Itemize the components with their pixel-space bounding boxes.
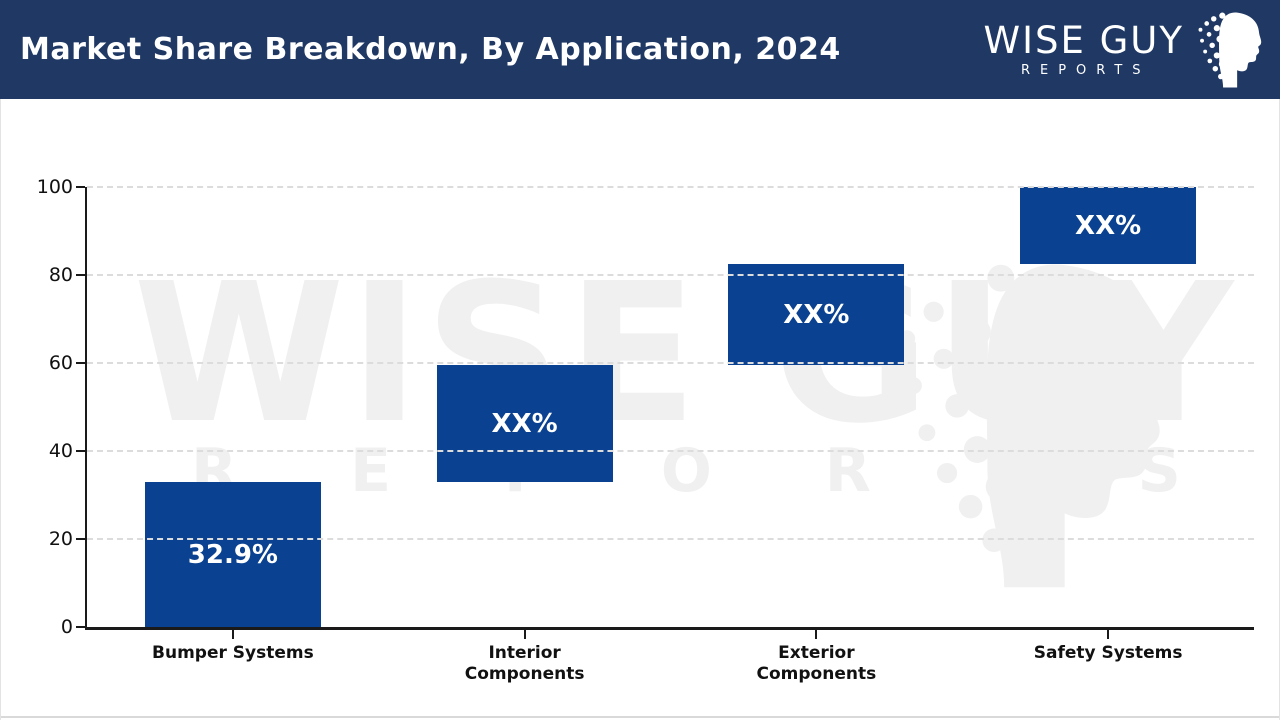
x-tick-mark bbox=[523, 630, 526, 639]
y-tick-mark bbox=[76, 362, 85, 364]
bar-value-label: XX% bbox=[783, 299, 850, 330]
gridline bbox=[87, 450, 1254, 452]
x-category-label: Exterior Components bbox=[756, 643, 877, 684]
x-category-label: Interior Components bbox=[464, 643, 585, 684]
bottom-border bbox=[1, 716, 1279, 718]
x-category-label: Bumper Systems bbox=[152, 643, 314, 663]
chart-area: WISE GUY R E P O R T S 0 20 40 60 80 100 32.9%… bbox=[0, 99, 1280, 720]
bar-value-label: XX% bbox=[1075, 210, 1142, 241]
header-bar: Market Share Breakdown, By Application, … bbox=[0, 0, 1280, 99]
y-tick-mark bbox=[76, 450, 85, 452]
gridline bbox=[87, 274, 1254, 276]
bar-value-label: XX% bbox=[491, 408, 558, 439]
x-tick-mark bbox=[1107, 630, 1110, 639]
x-tick-mark bbox=[231, 630, 234, 639]
bar-segment: XX% bbox=[436, 365, 613, 483]
y-axis-line bbox=[85, 187, 87, 630]
y-tick-label: 80 bbox=[48, 264, 73, 286]
x-axis-line bbox=[85, 627, 1254, 630]
y-tick-mark bbox=[76, 274, 85, 276]
logo-wordmark: WISE GUY bbox=[983, 19, 1184, 62]
gridline bbox=[87, 538, 1254, 540]
chart-title: Market Share Breakdown, By Application, … bbox=[20, 32, 841, 67]
y-tick-mark bbox=[76, 538, 85, 540]
x-tick-mark bbox=[815, 630, 818, 639]
x-category-label: Safety Systems bbox=[1033, 643, 1183, 663]
bar-segment: XX% bbox=[728, 264, 905, 366]
dotted-head-icon bbox=[1198, 12, 1262, 87]
y-tick-label: 40 bbox=[48, 440, 73, 462]
watermark-head-icon bbox=[898, 264, 1169, 588]
logo-wordmark-block: WISE GUY REPORTS bbox=[984, 22, 1184, 77]
y-tick-mark bbox=[76, 626, 85, 628]
bar-segment: 32.9% bbox=[144, 482, 321, 627]
y-tick-label: 20 bbox=[48, 528, 73, 550]
gridline bbox=[87, 362, 1254, 364]
y-tick-label: 0 bbox=[60, 616, 73, 638]
logo-subtitle: REPORTS bbox=[1020, 63, 1151, 78]
y-tick-label: 100 bbox=[36, 176, 73, 198]
y-tick-mark bbox=[76, 186, 85, 188]
bar-segment: XX% bbox=[1020, 187, 1197, 264]
gridline bbox=[87, 186, 1254, 188]
wise-guy-reports-logo: WISE GUY REPORTS bbox=[984, 8, 1266, 92]
bar-value-label: 32.9% bbox=[187, 539, 278, 570]
y-tick-label: 60 bbox=[48, 352, 73, 374]
